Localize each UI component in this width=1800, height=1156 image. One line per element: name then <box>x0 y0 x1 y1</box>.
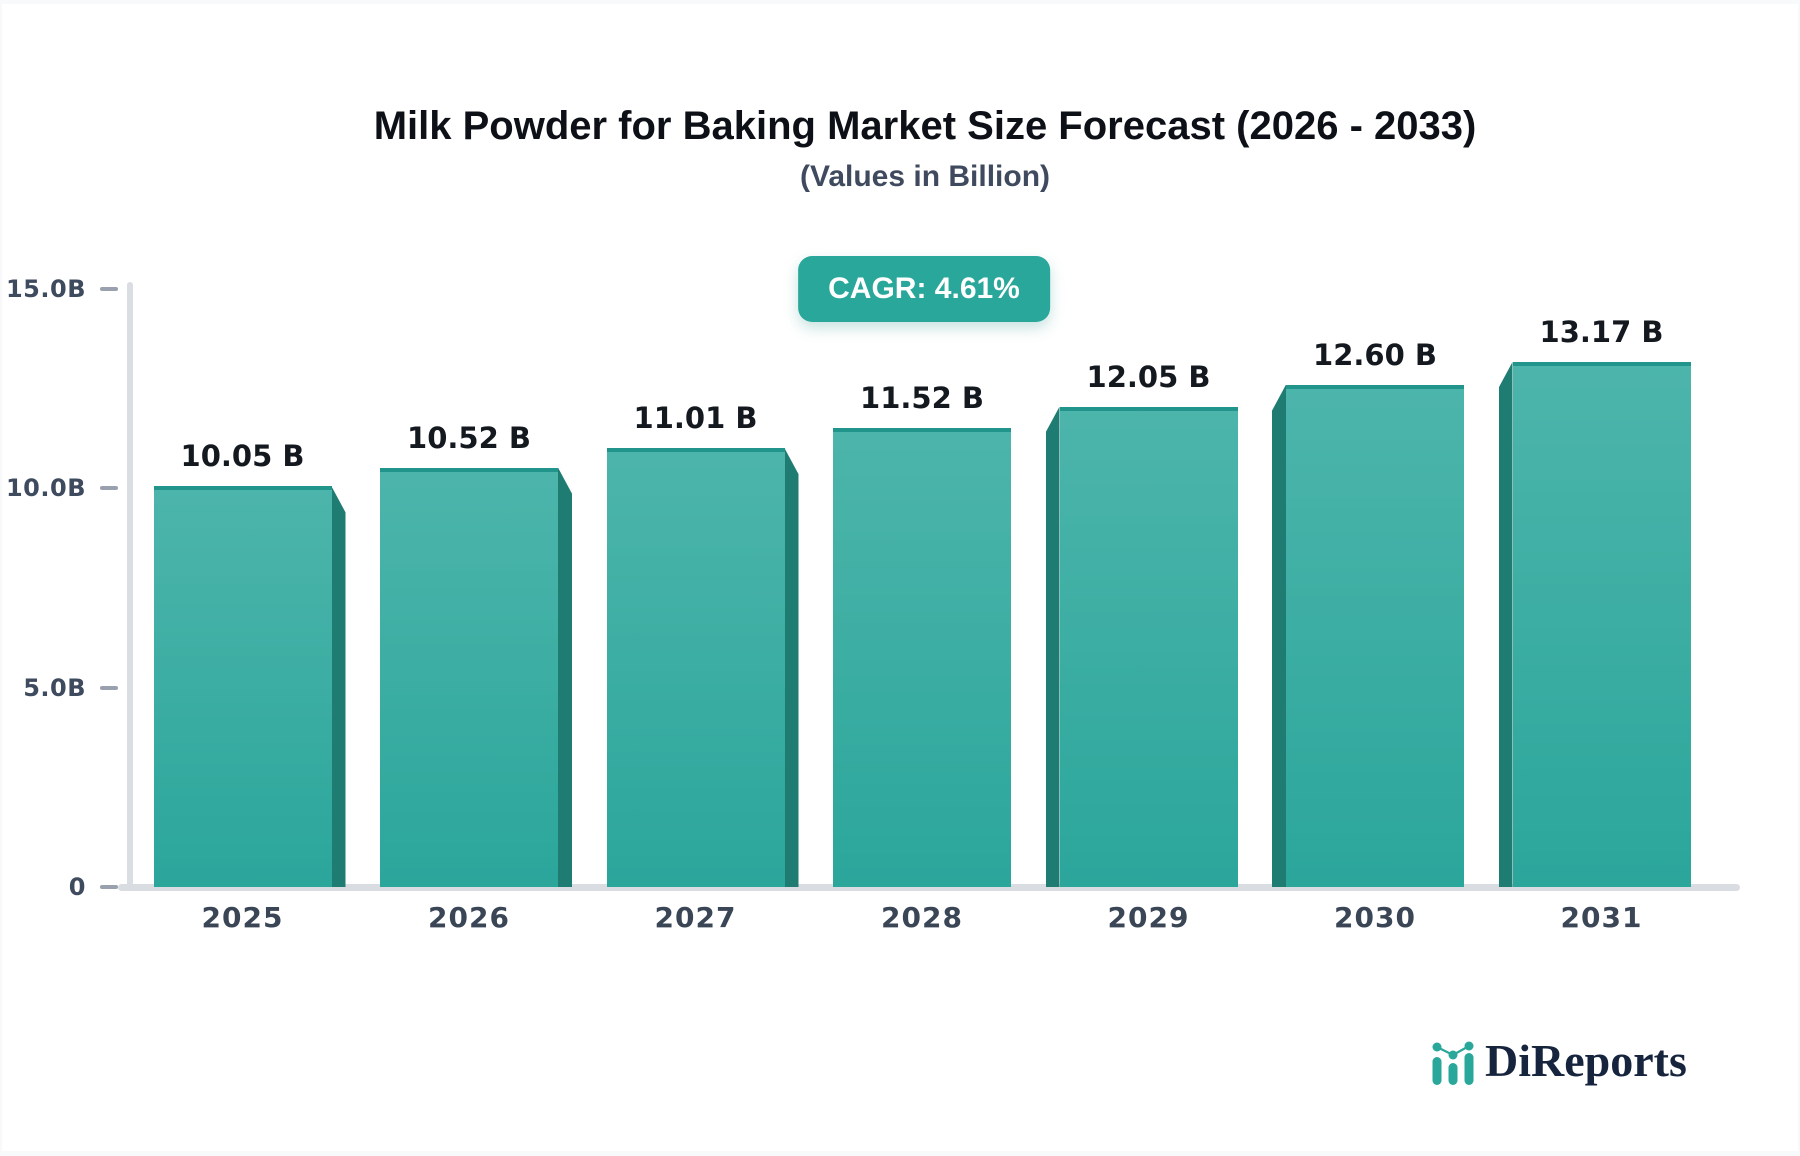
bar-top-cap <box>833 427 1011 432</box>
y-axis-line <box>127 282 133 891</box>
cagr-badge: CAGR: 4.61% <box>798 256 1050 322</box>
bar-value-label: 12.60 B <box>1313 337 1437 372</box>
frame-edge-top <box>0 0 1800 4</box>
logo: DiReports <box>1430 1036 1687 1088</box>
y-axis-label: 5.0B <box>23 673 86 702</box>
y-axis-tick <box>100 287 118 291</box>
y-axis-label: 15.0B <box>5 275 86 303</box>
logo-bar-chart-icon <box>1432 1041 1474 1085</box>
bar <box>606 448 785 887</box>
chart-title: Milk Powder for Baking Market Size Forec… <box>373 104 1477 148</box>
frame-edge-bottom <box>0 1151 1800 1156</box>
frame-edge-left <box>0 0 2 1156</box>
bar-3d-side <box>1498 361 1513 887</box>
frame-edge-right <box>1798 0 1800 1156</box>
bar-top-cap <box>1286 384 1464 389</box>
y-axis-label: 0 <box>68 873 86 901</box>
x-axis-category-label: 2025 <box>201 901 284 934</box>
bar-top-cap <box>1512 361 1691 366</box>
bar <box>153 486 332 887</box>
bar <box>380 467 558 887</box>
chart-subtitle: (Values in Billion) <box>799 160 1051 193</box>
bar-3d-side <box>558 467 572 887</box>
bar-value-label: 11.01 B <box>633 401 758 436</box>
bar-3d-side <box>784 448 799 887</box>
x-axis-category-label: 2029 <box>1107 901 1190 934</box>
bar-top-cap <box>380 467 558 472</box>
y-axis-tick <box>100 685 118 690</box>
bar-top-cap <box>606 448 785 453</box>
logo-text: DiReports <box>1485 1035 1687 1086</box>
bar <box>833 427 1011 887</box>
bar-top-cap <box>1059 406 1238 411</box>
bar-value-label: 12.05 B <box>1086 359 1211 394</box>
bar-value-label: 10.05 B <box>180 439 305 474</box>
x-axis-category-label: 2031 <box>1560 901 1643 934</box>
x-axis-category-label: 2028 <box>881 901 963 934</box>
bar <box>1286 384 1464 887</box>
y-axis-tick <box>100 885 118 889</box>
bar-3d-side <box>1045 406 1060 887</box>
bar-value-label: 10.52 B <box>407 420 531 455</box>
x-axis-category-label: 2026 <box>428 901 510 934</box>
bar-3d-side <box>1272 384 1286 887</box>
y-axis-label: 10.0B <box>5 474 86 503</box>
x-axis-category-label: 2030 <box>1334 901 1416 934</box>
bar-top-cap <box>153 486 332 491</box>
bar <box>1512 361 1691 887</box>
x-axis-category-label: 2027 <box>654 901 737 934</box>
bar-3d-side <box>331 486 346 887</box>
x-axis-baseline <box>118 884 1740 891</box>
bar-value-label: 11.52 B <box>860 380 984 415</box>
y-axis-tick <box>100 486 118 491</box>
bar <box>1059 406 1238 887</box>
bar-value-label: 13.17 B <box>1539 314 1664 349</box>
